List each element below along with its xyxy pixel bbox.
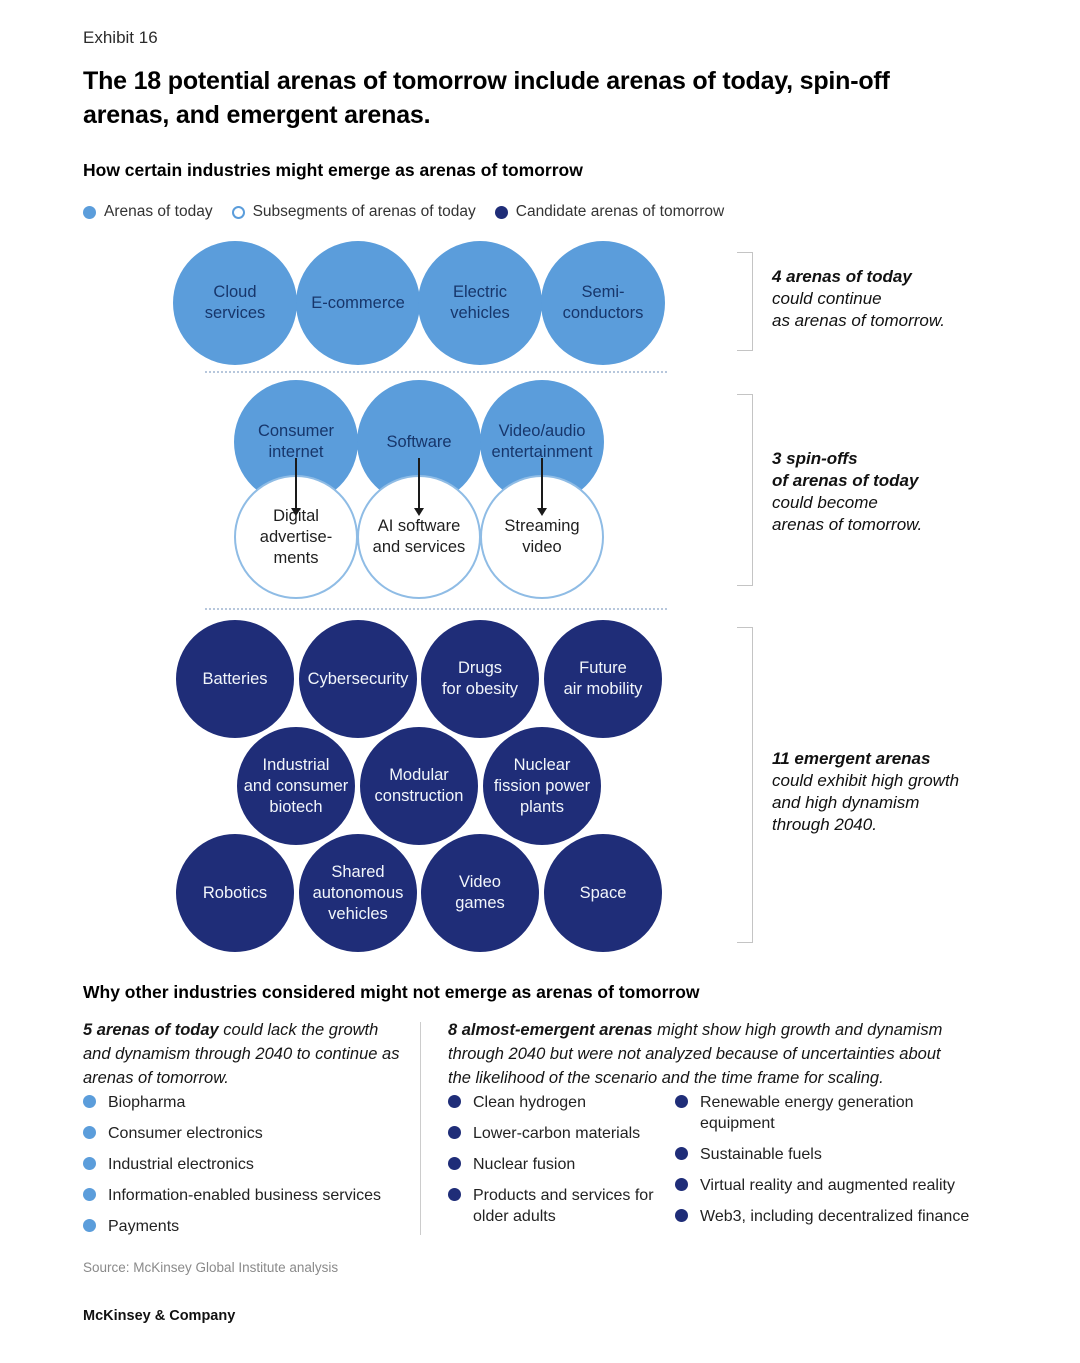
arenas-of-today-list: Biopharma Consumer electronics Industrial … [83, 1092, 418, 1237]
list-item-virtual-reality-and-augmented-reality: Virtual reality and augmented reality [675, 1175, 987, 1196]
legend: Arenas of today Subsegments of arenas of… [83, 203, 724, 221]
legend-label: Subsegments of arenas of today [252, 203, 476, 220]
dotted-separator [205, 608, 667, 610]
bullet-circle-icon [448, 1095, 461, 1108]
arena-circle-drugs-for-obesity: Drugs for obesity [418, 617, 542, 741]
exhibit-label: Exhibit 16 [83, 28, 158, 47]
list-item-renewable-energy-generation-equipment: Renewable energy generation equipment [675, 1092, 987, 1134]
list-item-industrial-electronics: Industrial electronics [83, 1154, 418, 1175]
bullet-circle-icon [675, 1209, 688, 1222]
bracket-spin-offs [737, 394, 753, 586]
list-item-label: Web3, including decentralized finance [700, 1208, 970, 1225]
list-item-label: Consumer electronics [108, 1125, 263, 1142]
dotted-separator [205, 371, 667, 373]
legend-label: Candidate arenas of tomorrow [515, 203, 725, 220]
list-item-lower-carbon-materials: Lower-carbon materials [448, 1123, 666, 1144]
list-item-payments: Payments [83, 1216, 418, 1237]
almost-emergent-list-col2: Renewable energy generation equipment Sus… [675, 1092, 987, 1227]
bullet-circle-icon [83, 1157, 96, 1170]
section2-heading: Why other industries considered might no… [83, 982, 700, 1002]
left-intro-rest: could lack the growth and dynamism throu… [83, 1021, 400, 1087]
bullet-circle-icon [675, 1095, 688, 1108]
annotation-4-arenas-of-today: 4 arenas of today could continue as arenas… [772, 267, 945, 330]
arena-circle-industrial-and-consumer-biotech: Industrial and consumer biotech [234, 724, 358, 848]
arena-circle-shared-autonomous-vehicles: Shared autonomous vehicles [296, 831, 420, 955]
list-item-label: Payments [108, 1218, 180, 1235]
arena-circle-robotics: Robotics [173, 831, 297, 955]
right-intro-bold: 8 almost-emergent arenas [448, 1021, 653, 1039]
list-item-clean-hydrogen: Clean hydrogen [448, 1092, 666, 1113]
arena-circle-semi-conductors: Semi-conductors [541, 241, 665, 365]
arena-circle-cybersecurity: Cybersecurity [296, 617, 420, 741]
bracket-emergent [737, 627, 753, 943]
bullet-circle-icon [83, 1095, 96, 1108]
arrow-head-icon [537, 508, 547, 516]
list-item-label: Nuclear fusion [473, 1156, 576, 1173]
list-item-consumer-electronics: Consumer electronics [83, 1123, 418, 1144]
arena-circle-electric-vehicles: Electric vehicles [418, 241, 542, 365]
arena-circle-space: Space [541, 831, 665, 955]
arena-circle-modular-construction: Modular construction [357, 724, 481, 848]
right-column-intro: 8 almost-emergent arenas might show high… [448, 1018, 966, 1090]
almost-emergent-list-col1: Clean hydrogen Lower-carbon materials Nucl… [448, 1092, 666, 1227]
list-item-sustainable-fuels: Sustainable fuels [675, 1144, 987, 1165]
list-item-label: Biopharma [108, 1094, 186, 1111]
legend-label: Arenas of today [104, 203, 213, 220]
annotation-3-spin-offs-of-arenas-of-today: 3 spin-offs of arenas of today could becom… [772, 449, 923, 534]
arena-circle-nuclear-fission-power-plants: Nuclear fission power plants [480, 724, 604, 848]
arena-circle-batteries: Batteries [173, 617, 297, 741]
left-intro-bold: 5 arenas of today [83, 1021, 219, 1039]
list-item-label: Sustainable fuels [700, 1146, 822, 1163]
bullet-circle-icon [83, 1219, 96, 1232]
legend-item-arenas-of-today: Arenas of today [83, 203, 213, 221]
section1-heading: How certain industries might emerge as a… [83, 160, 583, 180]
bullet-circle-icon [675, 1178, 688, 1191]
left-column-intro: 5 arenas of today could lack the growth … [83, 1018, 405, 1090]
bullet-circle-icon [448, 1126, 461, 1139]
bracket-arenas-of-today [737, 252, 753, 351]
list-item-label: Industrial electronics [108, 1156, 254, 1173]
legend-item-subsegments: Subsegments of arenas of today [231, 203, 476, 221]
bullet-circle-icon [83, 1126, 96, 1139]
list-item-nuclear-fusion: Nuclear fusion [448, 1154, 666, 1175]
list-item-information-enabled-business-services: Information-enabled business services [83, 1185, 418, 1206]
list-item-label: Lower-carbon materials [473, 1125, 641, 1142]
source-note: Source: McKinsey Global Institute analys… [83, 1260, 339, 1275]
list-item-biopharma: Biopharma [83, 1092, 418, 1113]
annotation-11-emergent-arenas: 11 emergent arenas could exhibit high gro… [772, 749, 960, 834]
arena-circle-future-air-mobility: Future air mobility [541, 617, 665, 741]
list-item-web3-including-decentralized-finance: Web3, including decentralized finance [675, 1206, 987, 1227]
outline-circle-icon [231, 205, 245, 219]
list-item-label: Clean hydrogen [473, 1094, 586, 1111]
brand-logotype: McKinsey & Company [83, 1308, 236, 1324]
list-item-label: Information-enabled business services [108, 1187, 382, 1204]
list-item-label: Virtual reality and augmented reality [700, 1177, 955, 1194]
spin-off-arrow-icon [541, 458, 543, 508]
bullet-circle-icon [448, 1188, 461, 1201]
filled-dark-circle-icon [494, 205, 508, 219]
arena-circle-e-commerce: E-commerce [296, 241, 420, 365]
bullet-circle-icon [83, 1188, 96, 1201]
arena-circle-ai-software-and-services: AI software and services [357, 475, 481, 599]
column-divider [420, 1022, 421, 1235]
arena-circle-video-games: Video games [418, 831, 542, 955]
filled-light-circle-icon [83, 205, 96, 219]
list-item-products-and-services-for-older-adults: Products and services for older adults [448, 1185, 666, 1227]
bullet-circle-icon [448, 1157, 461, 1170]
page-title: The 18 potential arenas of tomorrow incl… [83, 67, 890, 129]
arrow-head-icon [414, 508, 424, 516]
bullet-circle-icon [675, 1147, 688, 1160]
arena-circle-cloud-services: Cloud services [173, 241, 297, 365]
right-intro-rest: might show high growth and dynamism thro… [448, 1021, 943, 1087]
arrow-head-icon [291, 508, 301, 516]
spin-off-arrow-icon [295, 458, 297, 508]
list-item-label: Renewable energy generation equipment [700, 1094, 914, 1132]
spin-off-arrow-icon [418, 458, 420, 508]
list-item-label: Products and services for older adults [473, 1187, 654, 1225]
legend-item-candidate-arenas: Candidate arenas of tomorrow [494, 203, 725, 221]
